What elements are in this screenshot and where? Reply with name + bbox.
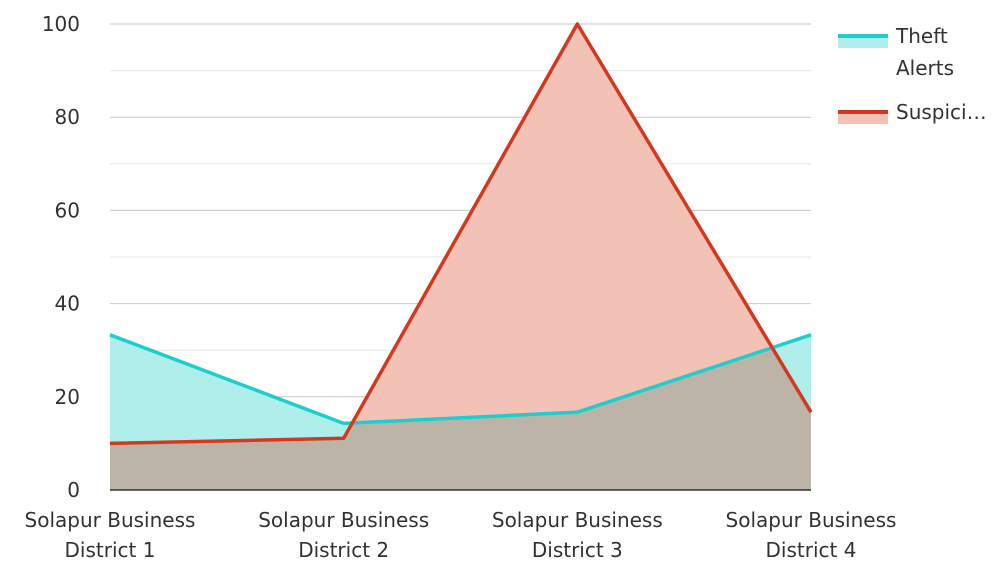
x-category-label: Solapur Business — [25, 508, 196, 532]
legend-swatch-2 — [838, 112, 888, 124]
series-lines — [109, 22, 813, 446]
area-fill-series-2 — [110, 24, 811, 490]
y-tick-label: 20 — [55, 385, 80, 409]
x-category-label: District 3 — [532, 538, 623, 562]
x-category-label: Solapur Business — [492, 508, 663, 532]
x-axis: Solapur Business District 1 Solapur Busine… — [25, 489, 897, 562]
y-axis: 0 20 40 60 80 100 — [42, 12, 80, 502]
x-category-label: Solapur Business — [726, 508, 897, 532]
x-category-label: District 1 — [65, 538, 156, 562]
series-line-2 — [109, 22, 813, 446]
y-tick-label: 80 — [55, 105, 80, 129]
x-category-label: District 4 — [766, 538, 857, 562]
series-line-1 — [109, 333, 812, 426]
legend-swatch-1 — [838, 36, 888, 48]
y-tick-label: 40 — [55, 292, 80, 316]
x-category-label: District 2 — [298, 538, 389, 562]
x-category-label: Solapur Business — [258, 508, 429, 532]
y-tick-label: 100 — [42, 12, 80, 36]
legend-label-1[interactable]: Alerts — [896, 56, 954, 80]
legend-label-2[interactable]: Suspici… — [896, 100, 987, 124]
y-tick-label: 60 — [55, 198, 80, 222]
y-tick-label: 0 — [67, 478, 80, 502]
legend: Theft Alerts Suspici… — [838, 24, 987, 124]
legend-label-1[interactable]: Theft — [895, 24, 948, 48]
